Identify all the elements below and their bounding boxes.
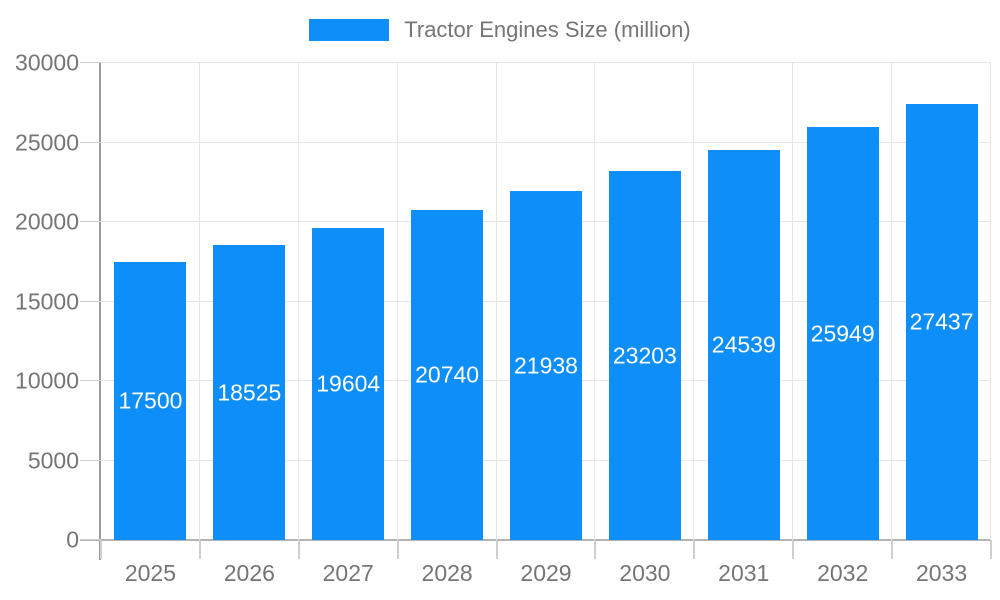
- v-gridline: [297, 63, 299, 540]
- y-tick: [80, 221, 101, 223]
- y-tick: [80, 141, 101, 143]
- y-tick: [80, 380, 101, 382]
- bar-2033[interactable]: 27437: [905, 103, 978, 540]
- v-gridline: [198, 63, 200, 540]
- bar-value-label: 17500: [118, 387, 183, 414]
- y-tick-label: 15000: [15, 288, 79, 314]
- x-category-label: 2029: [520, 560, 572, 586]
- x-category-label: 2027: [322, 560, 374, 586]
- v-gridline: [990, 63, 991, 540]
- legend-label: Tractor Engines Size (million): [404, 17, 691, 42]
- v-gridline: [693, 63, 695, 540]
- bar-2029[interactable]: 21938: [510, 191, 582, 540]
- y-axis-line: [99, 63, 101, 560]
- x-category-label: 2031: [718, 560, 770, 586]
- x-tick: [891, 540, 894, 559]
- x-axis-baseline: [80, 539, 991, 541]
- bar-2026[interactable]: 18525: [213, 245, 286, 540]
- x-tick: [594, 540, 597, 559]
- bar-value-label: 19604: [316, 370, 381, 397]
- x-tick: [100, 540, 102, 559]
- bar-2025[interactable]: 17500: [114, 261, 187, 540]
- y-tick: [80, 62, 101, 63]
- y-tick-label: 30000: [15, 49, 79, 76]
- x-axis-labels: 2025 2026 2027 2028 2029 2030 2031 2032 2033: [101, 560, 991, 590]
- v-gridline: [495, 63, 497, 540]
- h-gridline: [101, 141, 991, 143]
- x-tick: [297, 540, 300, 559]
- x-category-label: 2032: [817, 560, 869, 586]
- y-tick-label: 0: [66, 526, 79, 553]
- v-gridline: [594, 63, 596, 540]
- x-tick: [495, 540, 498, 559]
- y-tick-label: 5000: [27, 447, 79, 474]
- legend-swatch-icon: [309, 19, 390, 41]
- v-gridline: [792, 63, 794, 540]
- bar-value-label: 18525: [217, 379, 282, 406]
- bar-value-label: 21938: [514, 352, 578, 379]
- x-tick: [396, 540, 399, 559]
- x-category-label: 2030: [619, 560, 671, 586]
- bar-value-label: 24539: [711, 331, 776, 358]
- x-category-label: 2026: [223, 560, 275, 586]
- bar-2032[interactable]: 25949: [806, 127, 879, 540]
- bar-2027[interactable]: 19604: [312, 228, 385, 540]
- y-tick: [80, 539, 101, 540]
- bar-value-label: 20740: [415, 361, 480, 388]
- y-tick-label: 20000: [15, 208, 79, 235]
- bar-2031[interactable]: 24539: [707, 149, 780, 540]
- plot-area: 17500 18525 19604 20740 21938 23203 24539 25949…: [80, 62, 992, 559]
- legend[interactable]: Tractor Engines Size (million): [0, 17, 1000, 43]
- x-category-label: 2025: [124, 560, 177, 586]
- x-tick: [792, 540, 795, 559]
- bar-2030[interactable]: 23203: [608, 171, 681, 540]
- bar-value-label: 27437: [909, 308, 974, 335]
- h-gridline: [101, 62, 991, 63]
- v-gridline: [396, 63, 398, 540]
- bar-value-label: 25949: [810, 320, 875, 347]
- y-axis-labels: 0 5000 10000 15000 20000 25000 30000: [0, 51, 79, 551]
- x-category-label: 2033: [915, 560, 968, 586]
- y-tick-label: 25000: [15, 129, 79, 155]
- y-tick: [80, 459, 101, 461]
- y-tick-label: 10000: [15, 367, 79, 394]
- v-gridline: [891, 63, 893, 540]
- x-category-label: 2028: [421, 560, 473, 586]
- x-tick: [198, 540, 201, 559]
- y-tick: [80, 300, 101, 302]
- x-tick: [990, 540, 992, 559]
- x-tick: [693, 540, 696, 559]
- bar-2028[interactable]: 20740: [411, 210, 484, 540]
- bar-value-label: 23203: [612, 342, 677, 369]
